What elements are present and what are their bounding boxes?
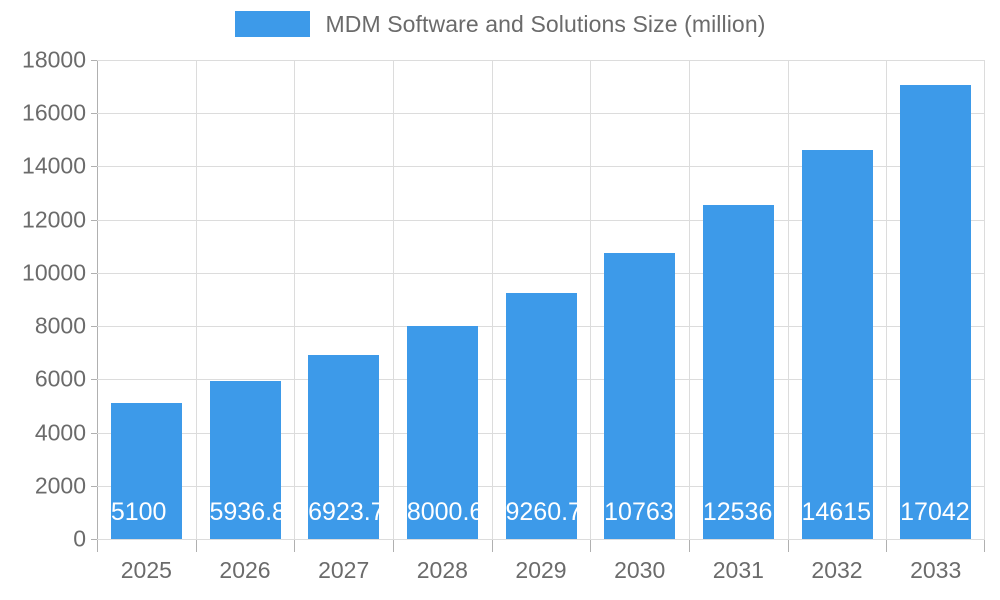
bar[interactable]: 12536.6 [702,205,774,539]
y-axis-tick-mark [91,166,97,168]
gridline-vertical [393,60,394,539]
y-axis-tick-mark [91,326,97,328]
x-axis-tick-mark [196,540,197,552]
x-axis-tick-mark [97,540,98,552]
plot-area: 5100 5936.8 6923.7 8000.61 9260.71 10763.2 125… [97,60,985,540]
legend-series-label: MDM Software and Solutions Size (million… [325,10,766,37]
y-axis-tick-label: 6000 [34,365,86,392]
x-axis-tick-label: 2026 [219,557,271,583]
y-axis-tick-label: 18000 [22,46,86,73]
x-axis-tick-mark [492,540,493,552]
x-axis-tick-label: 2028 [416,557,468,583]
y-axis-tick-mark [91,539,97,540]
y-axis-tick-label: 12000 [22,206,86,233]
x-axis-tick-label: 2030 [614,557,666,583]
chart-legend: MDM Software and Solutions Size (million… [0,0,1000,48]
bar-value-label: 6923.7 [308,498,380,527]
y-axis-tick-label: 14000 [22,152,86,179]
gridline-vertical [788,60,789,539]
y-axis-tick-label: 10000 [22,259,86,286]
gridline-vertical [886,60,887,539]
x-axis-tick-mark [984,540,985,552]
y-axis-tick-label: 0 [73,525,86,552]
bar-value-label: 9260.71 [505,498,577,527]
gridline-vertical [689,60,690,539]
bar-value-label: 5936.8 [209,498,281,527]
bar[interactable]: 5100 [110,403,182,539]
x-axis-tick-label: 2027 [318,557,370,583]
gridline-horizontal [97,539,985,540]
gridline-vertical [984,60,985,539]
y-axis-tick-mark [91,485,97,487]
gridline-horizontal [97,113,985,115]
y-axis-tick-mark [91,432,97,434]
bar-value-label: 14615.7 [801,498,873,527]
y-axis-tick-label: 8000 [34,312,86,339]
y-axis-tick-mark [91,60,97,61]
bar[interactable]: 14615.7 [801,150,873,539]
bar-value-label: 12536.6 [702,498,774,527]
y-axis-tick-label: 2000 [34,472,86,499]
bar[interactable]: 8000.61 [406,326,478,539]
x-axis-tick-mark [393,540,394,552]
gridline-vertical [492,60,493,539]
x-axis-tick-mark [294,540,295,552]
y-axis-labels: 0 2000 4000 6000 8000 10000 12000 14000 16000 180… [0,0,86,600]
x-axis-tick-mark [886,540,887,552]
y-axis-tick-mark [91,379,97,381]
gridline-horizontal [97,166,985,168]
x-axis-tick-mark [788,540,789,552]
x-axis-tick-label: 2029 [515,557,567,583]
x-axis-tick-label: 2025 [120,557,172,583]
y-axis-tick-mark [91,272,97,274]
bar[interactable]: 9260.71 [505,292,577,539]
gridline-vertical [294,60,295,539]
x-axis-tick-mark [590,540,591,552]
bar[interactable]: 17042.4 [900,85,972,539]
bar-value-label: 8000.61 [406,498,478,527]
bar-value-label: 5100 [110,498,167,527]
x-axis-tick-mark [689,540,690,552]
gridline-horizontal [97,219,985,221]
y-axis-tick-label: 16000 [22,99,86,126]
bar-value-label: 10763.2 [604,498,675,527]
y-axis-tick-label: 4000 [34,419,86,446]
bar-value-label: 17042.4 [900,498,971,527]
gridline-vertical [196,60,197,539]
x-axis-tick-label: 2032 [811,557,863,583]
legend-color-swatch [234,11,310,37]
x-axis-tick-label: 2031 [712,557,764,583]
gridline-vertical [590,60,591,539]
bar[interactable]: 10763.2 [604,252,676,539]
gridline-horizontal [97,272,985,274]
y-axis-tick-mark [91,113,97,115]
x-axis-tick-label: 2033 [910,557,962,583]
gridline-horizontal [97,60,985,61]
bar[interactable]: 6923.7 [308,354,380,539]
y-axis-line [97,60,98,539]
y-axis-tick-mark [91,219,97,221]
bar[interactable]: 5936.8 [209,381,281,539]
